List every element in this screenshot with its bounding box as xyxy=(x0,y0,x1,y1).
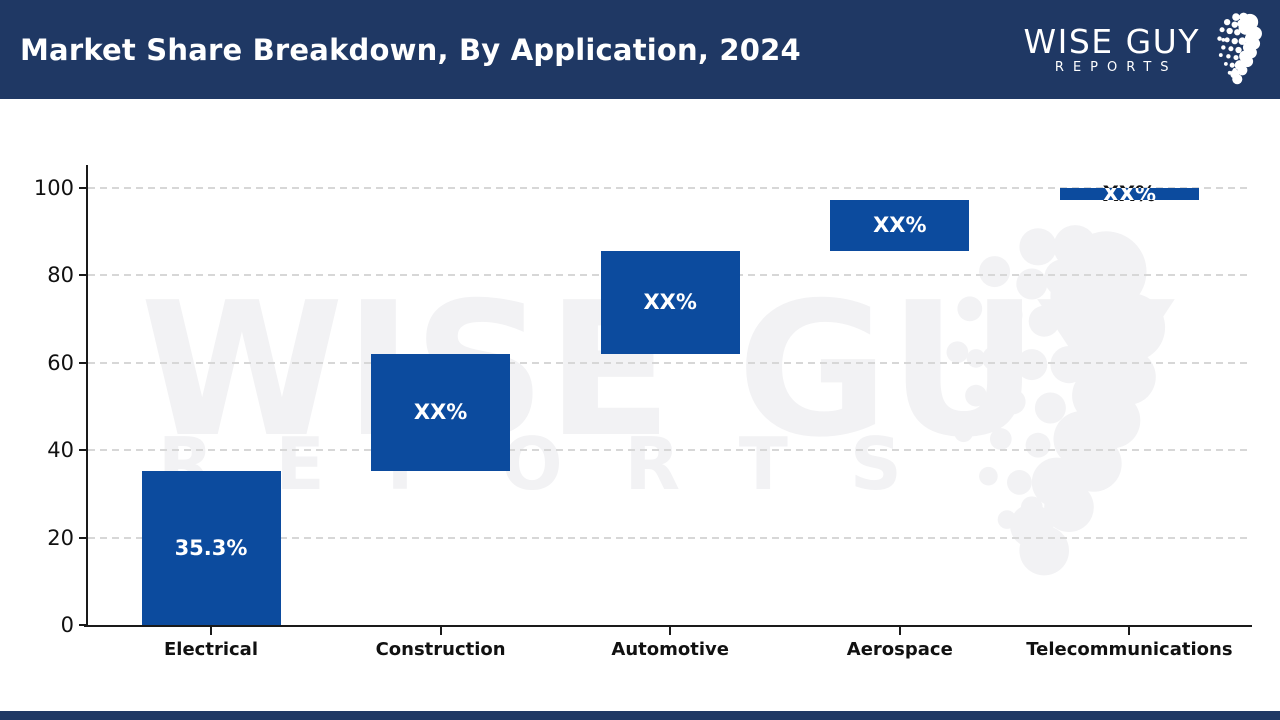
bar-value-label: XX% xyxy=(1102,187,1157,200)
chart-area: 0 20 40 60 80 100 Electrical 35.3%35.3% Construc… xyxy=(0,99,1280,711)
bar-fill: XX% xyxy=(600,250,740,354)
y-tick-label-0: 0 xyxy=(60,613,74,637)
brand-logo: WISE GUY REPORTS xyxy=(1023,0,1268,99)
y-tick-60 xyxy=(79,361,87,364)
gridline-40 xyxy=(88,449,1252,451)
logo-head-icon xyxy=(1204,12,1268,88)
bar-value-label: XX% xyxy=(873,213,927,238)
y-tick-label-40: 40 xyxy=(47,438,74,462)
x-category-label-4: Telecommunications xyxy=(1026,639,1233,660)
x-category-label-2: Automotive xyxy=(611,639,729,660)
x-category-label-0: Electrical xyxy=(164,639,258,660)
x-tick-0 xyxy=(210,627,212,635)
bar-value-label: XX% xyxy=(413,400,468,425)
y-tick-0 xyxy=(79,624,87,626)
x-tick-4 xyxy=(1128,627,1131,635)
footer-bar xyxy=(0,711,1280,720)
bar-fill: XX% xyxy=(830,199,970,251)
y-tick-40 xyxy=(79,449,87,451)
logo-text: WISE GUY REPORTS xyxy=(1023,25,1200,74)
y-tick-label-20: 20 xyxy=(47,525,74,550)
x-tick-3 xyxy=(898,627,901,635)
bar-fill: 35.3% xyxy=(141,470,281,625)
bar-construction: XX%XX% xyxy=(371,353,511,471)
page-title: Market Share Breakdown, By Application, … xyxy=(20,32,801,67)
logo-reports-text: REPORTS xyxy=(1054,60,1178,75)
y-tick-label-80: 80 xyxy=(47,263,74,287)
y-tick-label-60: 60 xyxy=(47,350,74,375)
bar-automotive: XX%XX% xyxy=(600,250,740,354)
y-tick-label-100: 100 xyxy=(33,175,74,200)
y-tick-80 xyxy=(79,274,87,276)
x-category-label-3: Aerospace xyxy=(846,639,953,660)
x-axis-line xyxy=(84,625,1252,627)
bar-telecommunications: XX%XX% xyxy=(1059,182,1199,206)
x-tick-1 xyxy=(439,627,442,635)
gridline-100 xyxy=(88,186,1252,189)
gridline-20 xyxy=(88,536,1252,539)
y-tick-20 xyxy=(79,536,87,539)
bar-fill: XX% xyxy=(1059,187,1199,200)
bar-electrical: 35.3%35.3% xyxy=(141,470,281,625)
bar-value-label: XX% xyxy=(643,290,697,315)
x-tick-2 xyxy=(669,627,672,635)
gridline-60 xyxy=(88,361,1252,364)
bar-fill: XX% xyxy=(371,353,511,471)
logo-wiseguy-text: WISE GUY xyxy=(1023,22,1200,61)
bar-aerospace: XX%XX% xyxy=(830,199,970,251)
bar-value-label: 35.3% xyxy=(174,535,248,560)
watermark-reports-text: REPORTS xyxy=(158,422,964,506)
x-category-label-1: Construction xyxy=(375,639,506,660)
header-bar: Market Share Breakdown, By Application, … xyxy=(0,0,1280,99)
y-axis-line xyxy=(86,165,88,627)
y-tick-100 xyxy=(79,186,87,189)
